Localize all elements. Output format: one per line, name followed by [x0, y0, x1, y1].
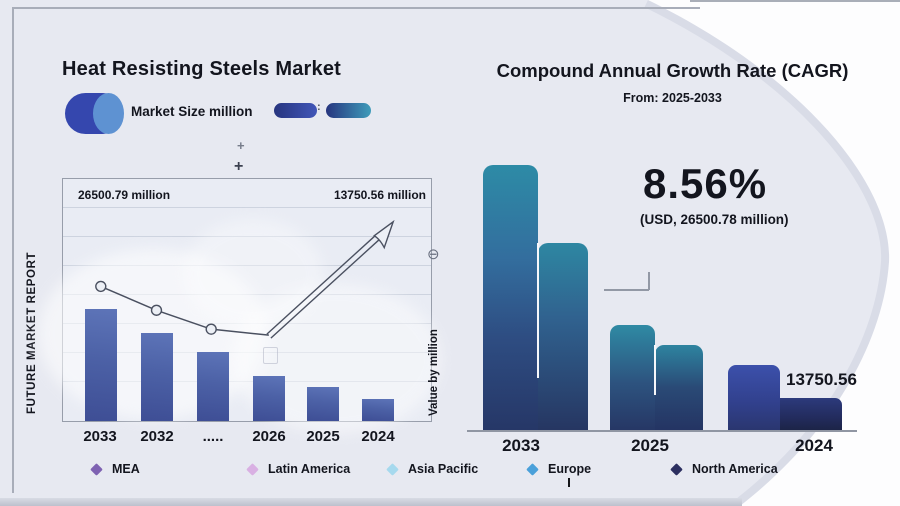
gridline — [63, 236, 431, 237]
cylinder-cap — [93, 93, 124, 134]
legend-label: Europe — [548, 462, 592, 476]
legend-label: North America — [692, 462, 778, 476]
plus-icon: + — [234, 158, 244, 175]
cagr-bar-2024-secondary — [780, 398, 842, 430]
gridline — [63, 265, 431, 266]
decorative-bracket — [648, 272, 650, 290]
cagr-value: 8.56% — [643, 160, 768, 207]
legend-item-mea: MEA — [90, 462, 140, 476]
cagr-bar-2025-secondary — [655, 345, 703, 430]
bar-2026 — [253, 376, 285, 421]
zoom-out-icon: ⊖ — [427, 246, 440, 263]
cagr-bar-2033-secondary — [538, 243, 588, 430]
x-label: 2033 — [83, 428, 117, 445]
cagr-note: (USD, 26500.78 million) — [640, 212, 789, 227]
bottom-edge-strip — [0, 498, 742, 506]
gridline — [63, 207, 431, 208]
legend-label: Latin America — [268, 462, 351, 476]
bottom-tick-mark — [568, 478, 570, 487]
marker-line — [100, 285, 269, 336]
annotation-2024-value: 13750.56 million — [333, 188, 426, 202]
bar-gap-slit — [654, 345, 656, 395]
pill-badge-left — [274, 103, 317, 118]
pill-badge-right — [326, 103, 371, 118]
frame-top-line — [12, 7, 700, 9]
frame-left-line — [12, 7, 14, 493]
bar-2025 — [307, 387, 339, 421]
cagr-bar-2024-primary — [728, 365, 780, 430]
pill-colon: : — [317, 101, 321, 113]
cylinder-icon — [65, 93, 124, 134]
faint-document-icon — [263, 347, 278, 364]
watermark-future-market-report: FUTURE MARKET REPORT — [26, 251, 38, 414]
legend-item-asia-pacific: Asia Pacific — [386, 462, 479, 476]
x-label: 2032 — [140, 428, 174, 445]
x-label: 2025 — [631, 436, 669, 455]
annotation-2033-value: 26500.79 million — [78, 188, 171, 202]
diamond-icon — [90, 462, 103, 476]
x-label: 2026 — [252, 428, 286, 445]
bar-2033 — [85, 309, 117, 421]
diamond-icon — [526, 462, 539, 476]
cagr-bar-2033-primary — [483, 165, 538, 430]
cagr-bar-2025-primary — [610, 325, 655, 430]
bar-gap-slit — [537, 243, 539, 378]
legend-item-latin-america: Latin America — [246, 462, 351, 476]
page-title: Heat Resisting Steels Market — [62, 58, 342, 80]
diamond-icon — [246, 462, 259, 476]
arrow-shaft — [266, 234, 377, 335]
market-size-chart: 26500.79 million 13750.56 million — [38, 178, 441, 434]
bar-intermediate — [197, 352, 229, 421]
background-cloud — [183, 219, 323, 329]
x-label: 2033 — [502, 436, 540, 455]
x-label: ..... — [202, 428, 224, 445]
diamond-icon — [670, 462, 683, 476]
legend-item-europe: Europe — [526, 462, 592, 476]
frame-top-right-line — [690, 0, 900, 2]
marker-point — [150, 304, 163, 316]
decorative-bracket — [604, 289, 649, 291]
plus-icon: + — [237, 138, 245, 153]
arrow-head — [373, 219, 395, 250]
series-label: Market Size million — [131, 104, 253, 119]
y-axis-title: Value by million — [428, 329, 440, 416]
x-label: 2024 — [361, 428, 395, 445]
value-label-13750: 13750.56 — [786, 370, 857, 389]
marker-point — [205, 323, 217, 335]
marker-point — [95, 280, 107, 293]
x-label: 2024 — [795, 436, 833, 455]
legend-label: Asia Pacific — [408, 462, 479, 476]
arrow-shaft — [270, 238, 381, 339]
diamond-icon — [386, 462, 399, 476]
bar-2024 — [362, 399, 394, 421]
right-chart-axis-line — [467, 430, 857, 432]
cagr-subtitle: From: 2025-2033 — [623, 91, 722, 105]
legend-label: MEA — [112, 462, 140, 476]
trend-line-and-arrow — [95, 219, 395, 339]
x-label: 2025 — [306, 428, 340, 445]
bar-2032 — [141, 333, 173, 421]
cagr-title: Compound Annual Growth Rate (CAGR) — [496, 60, 849, 81]
legend-item-north-america: North America — [670, 462, 778, 476]
